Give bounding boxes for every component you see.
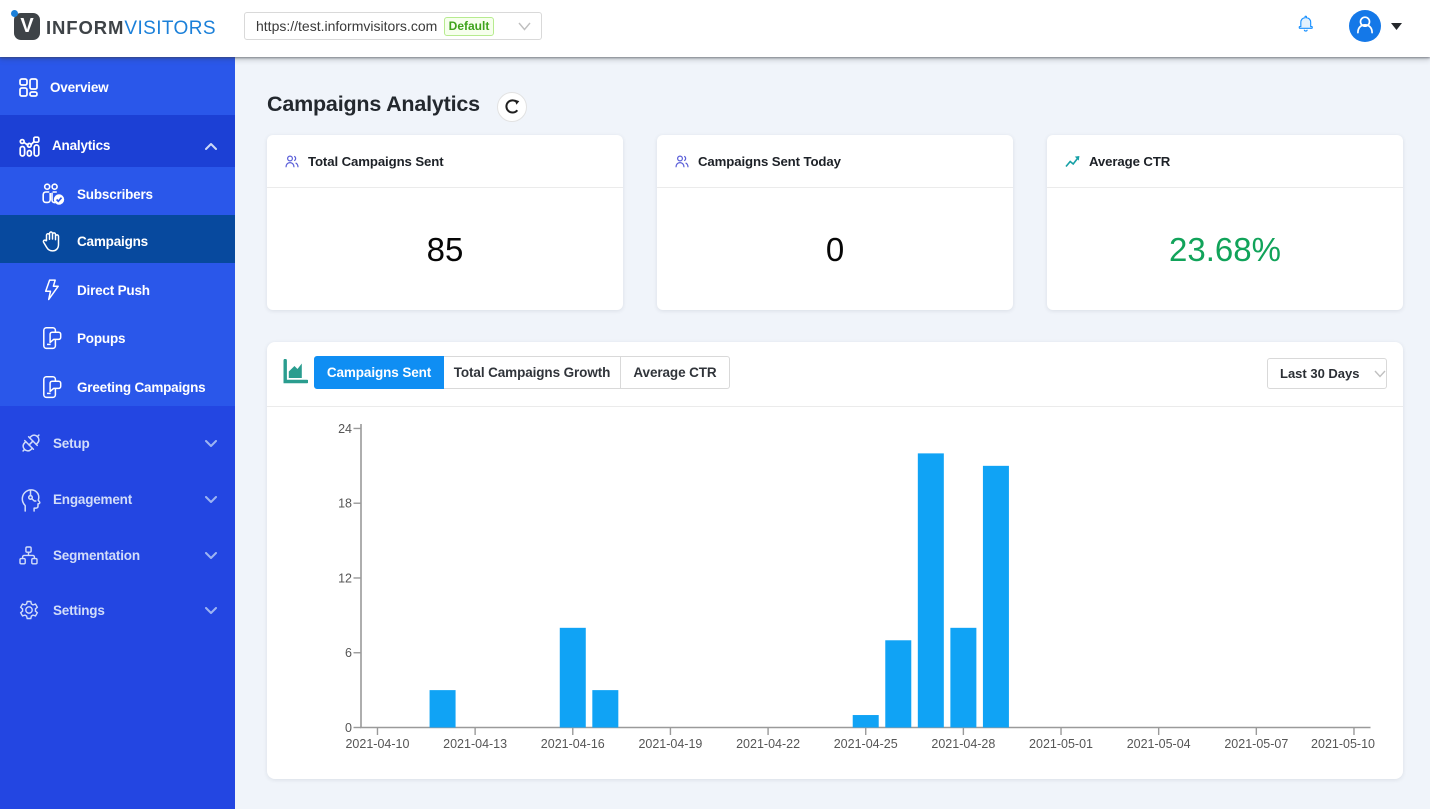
svg-text:0: 0: [345, 721, 352, 735]
svg-text:2021-05-04: 2021-05-04: [1127, 737, 1191, 751]
svg-text:2021-04-13: 2021-04-13: [443, 737, 507, 751]
svg-text:2021-04-16: 2021-04-16: [541, 737, 605, 751]
svg-text:2021-05-01: 2021-05-01: [1029, 737, 1093, 751]
svg-text:2021-05-07: 2021-05-07: [1224, 737, 1288, 751]
svg-text:24: 24: [338, 422, 352, 436]
svg-text:6: 6: [345, 646, 352, 660]
svg-text:2021-04-10: 2021-04-10: [345, 737, 409, 751]
svg-text:2021-04-22: 2021-04-22: [736, 737, 800, 751]
svg-text:2021-04-19: 2021-04-19: [638, 737, 702, 751]
svg-text:2021-05-10: 2021-05-10: [1311, 737, 1375, 751]
svg-text:2021-04-28: 2021-04-28: [931, 737, 995, 751]
svg-text:2021-04-25: 2021-04-25: [834, 737, 898, 751]
svg-text:18: 18: [338, 497, 352, 511]
svg-text:12: 12: [338, 571, 352, 585]
